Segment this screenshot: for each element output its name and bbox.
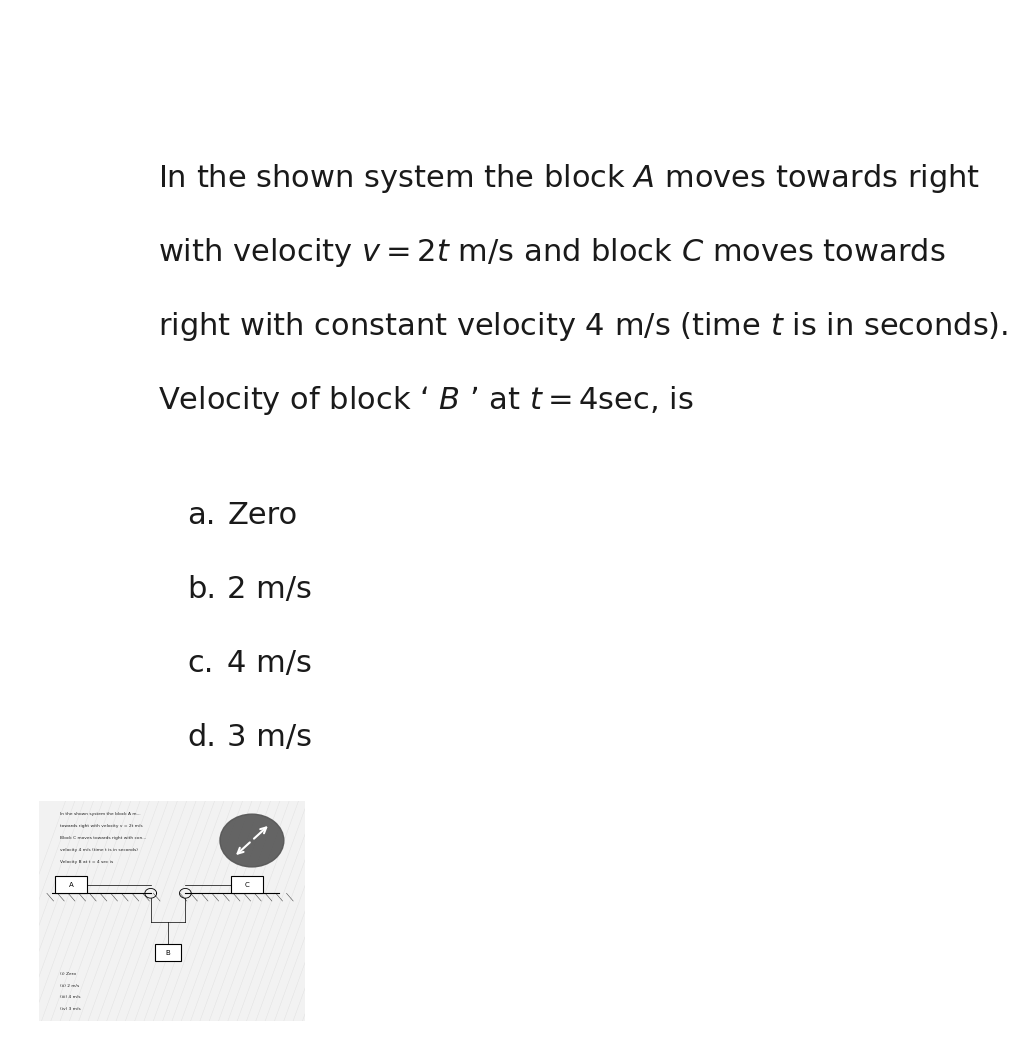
Text: (ii) 2 m/s: (ii) 2 m/s (60, 984, 80, 988)
Text: In the shown system the block $A$ moves towards right: In the shown system the block $A$ moves … (158, 162, 980, 195)
Text: 3 m/s: 3 m/s (227, 723, 312, 752)
Text: b.: b. (187, 575, 216, 604)
Text: Velocity B at t = 4 sec is: Velocity B at t = 4 sec is (60, 861, 114, 865)
Text: (iii) 4 m/s: (iii) 4 m/s (60, 996, 81, 999)
Text: B: B (166, 950, 170, 956)
Text: Block C moves towards right with con...: Block C moves towards right with con... (60, 837, 146, 840)
Text: Zero: Zero (227, 500, 297, 530)
Text: 2 m/s: 2 m/s (227, 575, 312, 604)
Bar (155, 944, 181, 961)
Text: with velocity $v = 2t$ m/s and block $C$ moves towards: with velocity $v = 2t$ m/s and block $C$… (158, 236, 945, 269)
Bar (230, 875, 262, 893)
Bar (55, 875, 87, 893)
Text: Velocity of block ‘ $B$ ’ at $t = 4$sec, is: Velocity of block ‘ $B$ ’ at $t = 4$sec,… (158, 384, 694, 418)
Text: (i) Zero: (i) Zero (60, 973, 76, 977)
FancyBboxPatch shape (36, 799, 308, 1023)
Text: d.: d. (187, 723, 216, 752)
Text: c.: c. (187, 649, 214, 677)
Circle shape (220, 815, 284, 867)
Text: In the shown system the block A m...: In the shown system the block A m... (60, 812, 141, 816)
Text: A: A (69, 882, 74, 888)
Text: a.: a. (187, 500, 216, 530)
Text: C: C (244, 882, 249, 888)
Text: velocity 4 m/s (time t is in seconds): velocity 4 m/s (time t is in seconds) (60, 848, 138, 852)
Text: 4 m/s: 4 m/s (227, 649, 312, 677)
Text: (iv) 3 m/s: (iv) 3 m/s (60, 1007, 81, 1010)
Text: right with constant velocity 4 m/s (time $t$ is in seconds).: right with constant velocity 4 m/s (time… (158, 310, 1009, 343)
Text: towards right with velocity v = 2t m/s: towards right with velocity v = 2t m/s (60, 824, 142, 828)
